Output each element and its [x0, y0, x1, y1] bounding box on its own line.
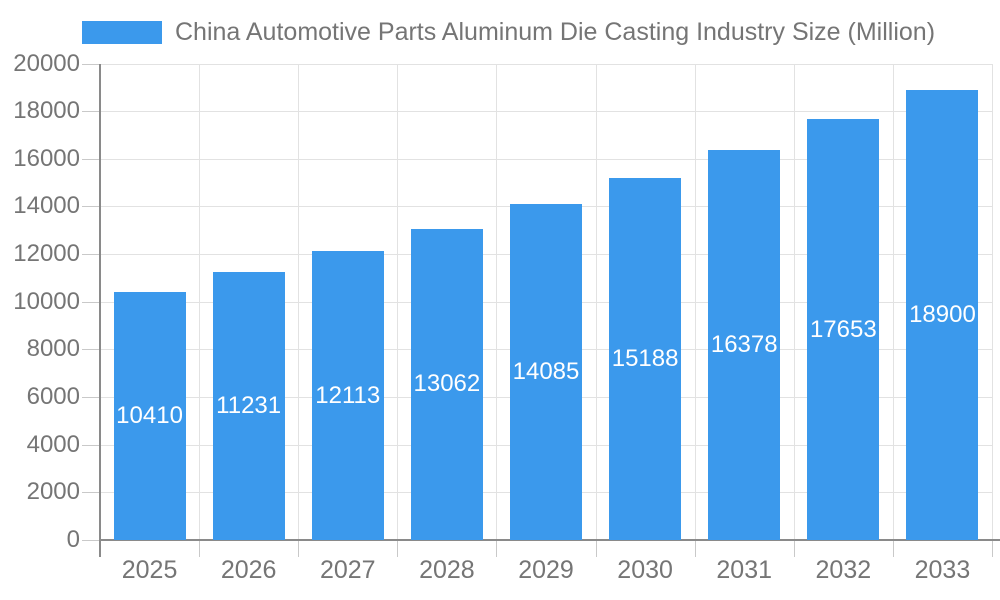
y-axis-tick	[82, 254, 100, 256]
y-axis-tick	[82, 111, 100, 113]
bar-2026	[212, 272, 285, 540]
y-axis-label: 8000	[26, 335, 80, 363]
gridline-vertical	[199, 63, 201, 540]
legend-label: China Automotive Parts Aluminum Die Cast…	[175, 18, 936, 46]
gridline-horizontal	[100, 63, 992, 65]
bar-value-label: 13062	[413, 370, 481, 398]
x-axis-tick	[694, 540, 696, 557]
bar-value-label: 17653	[809, 315, 877, 343]
x-axis-tick	[298, 540, 300, 557]
x-axis-tick	[892, 540, 894, 557]
gridline-vertical	[595, 63, 597, 540]
x-axis-label: 2027	[319, 556, 376, 584]
y-axis-label: 4000	[26, 430, 80, 458]
x-axis-label: 2033	[914, 556, 971, 584]
legend: China Automotive Parts Aluminum Die Cast…	[82, 18, 935, 47]
gridline-horizontal	[100, 111, 992, 113]
bar-2030	[609, 178, 682, 540]
x-axis-tick	[397, 540, 399, 557]
bar-value-label: 15188	[611, 345, 679, 373]
gridline-vertical	[892, 63, 894, 540]
x-axis-label: 2028	[419, 556, 475, 584]
y-axis-tick	[82, 158, 100, 160]
gridline-vertical	[496, 63, 498, 540]
x-axis-tick	[793, 540, 795, 557]
bar-2032	[807, 119, 880, 540]
bar-value-label: 16378	[710, 330, 778, 358]
y-axis-tick	[82, 349, 100, 351]
x-axis-label: 2029	[518, 556, 574, 584]
y-axis-label: 0	[66, 526, 80, 553]
y-axis-tick	[82, 63, 100, 65]
y-axis-label: 18000	[13, 97, 80, 125]
y-axis-tick	[82, 444, 100, 446]
y-axis-label: 16000	[13, 144, 80, 172]
y-axis-tick	[82, 301, 100, 303]
x-axis-tick	[595, 540, 597, 557]
x-axis-tick	[199, 540, 201, 557]
gridline-vertical	[992, 63, 993, 540]
y-axis-line	[99, 63, 101, 557]
y-axis-tick	[82, 206, 100, 208]
bar-value-label: 18900	[909, 300, 976, 328]
gridline-vertical	[793, 63, 795, 540]
x-axis-label: 2030	[617, 556, 673, 584]
bar-value-label: 12113	[315, 381, 381, 409]
x-axis-label: 2025	[121, 556, 178, 584]
gridline-vertical	[397, 63, 399, 540]
bar-2028	[410, 228, 483, 540]
y-axis-label: 20000	[13, 49, 80, 77]
y-axis-label: 10000	[13, 287, 80, 315]
x-axis-line	[100, 539, 1000, 541]
legend-swatch	[82, 21, 162, 44]
x-axis-label: 2026	[220, 556, 277, 584]
x-axis-tick	[992, 540, 993, 557]
y-axis-tick	[82, 397, 100, 399]
y-axis-tick	[82, 492, 100, 494]
bar-value-label: 11231	[216, 392, 282, 420]
y-axis-tick	[82, 540, 100, 541]
x-axis-label: 2032	[815, 556, 872, 584]
bar-2027	[311, 251, 384, 540]
x-axis-label: 2031	[716, 556, 773, 584]
x-axis-tick	[496, 540, 498, 557]
bar-2031	[708, 149, 781, 540]
bar-value-label: 10410	[116, 401, 183, 429]
bar-2025	[113, 291, 186, 540]
y-axis-label: 6000	[26, 383, 80, 411]
bar-2033	[906, 89, 979, 540]
y-axis-label: 14000	[13, 192, 80, 220]
y-axis-label: 12000	[13, 240, 80, 268]
bar-value-label: 14085	[512, 358, 580, 386]
gridline-vertical	[298, 63, 300, 540]
gridline-horizontal	[100, 158, 992, 160]
y-axis-label: 2000	[26, 478, 80, 506]
bar-2029	[510, 204, 582, 540]
gridline-vertical	[694, 63, 696, 540]
